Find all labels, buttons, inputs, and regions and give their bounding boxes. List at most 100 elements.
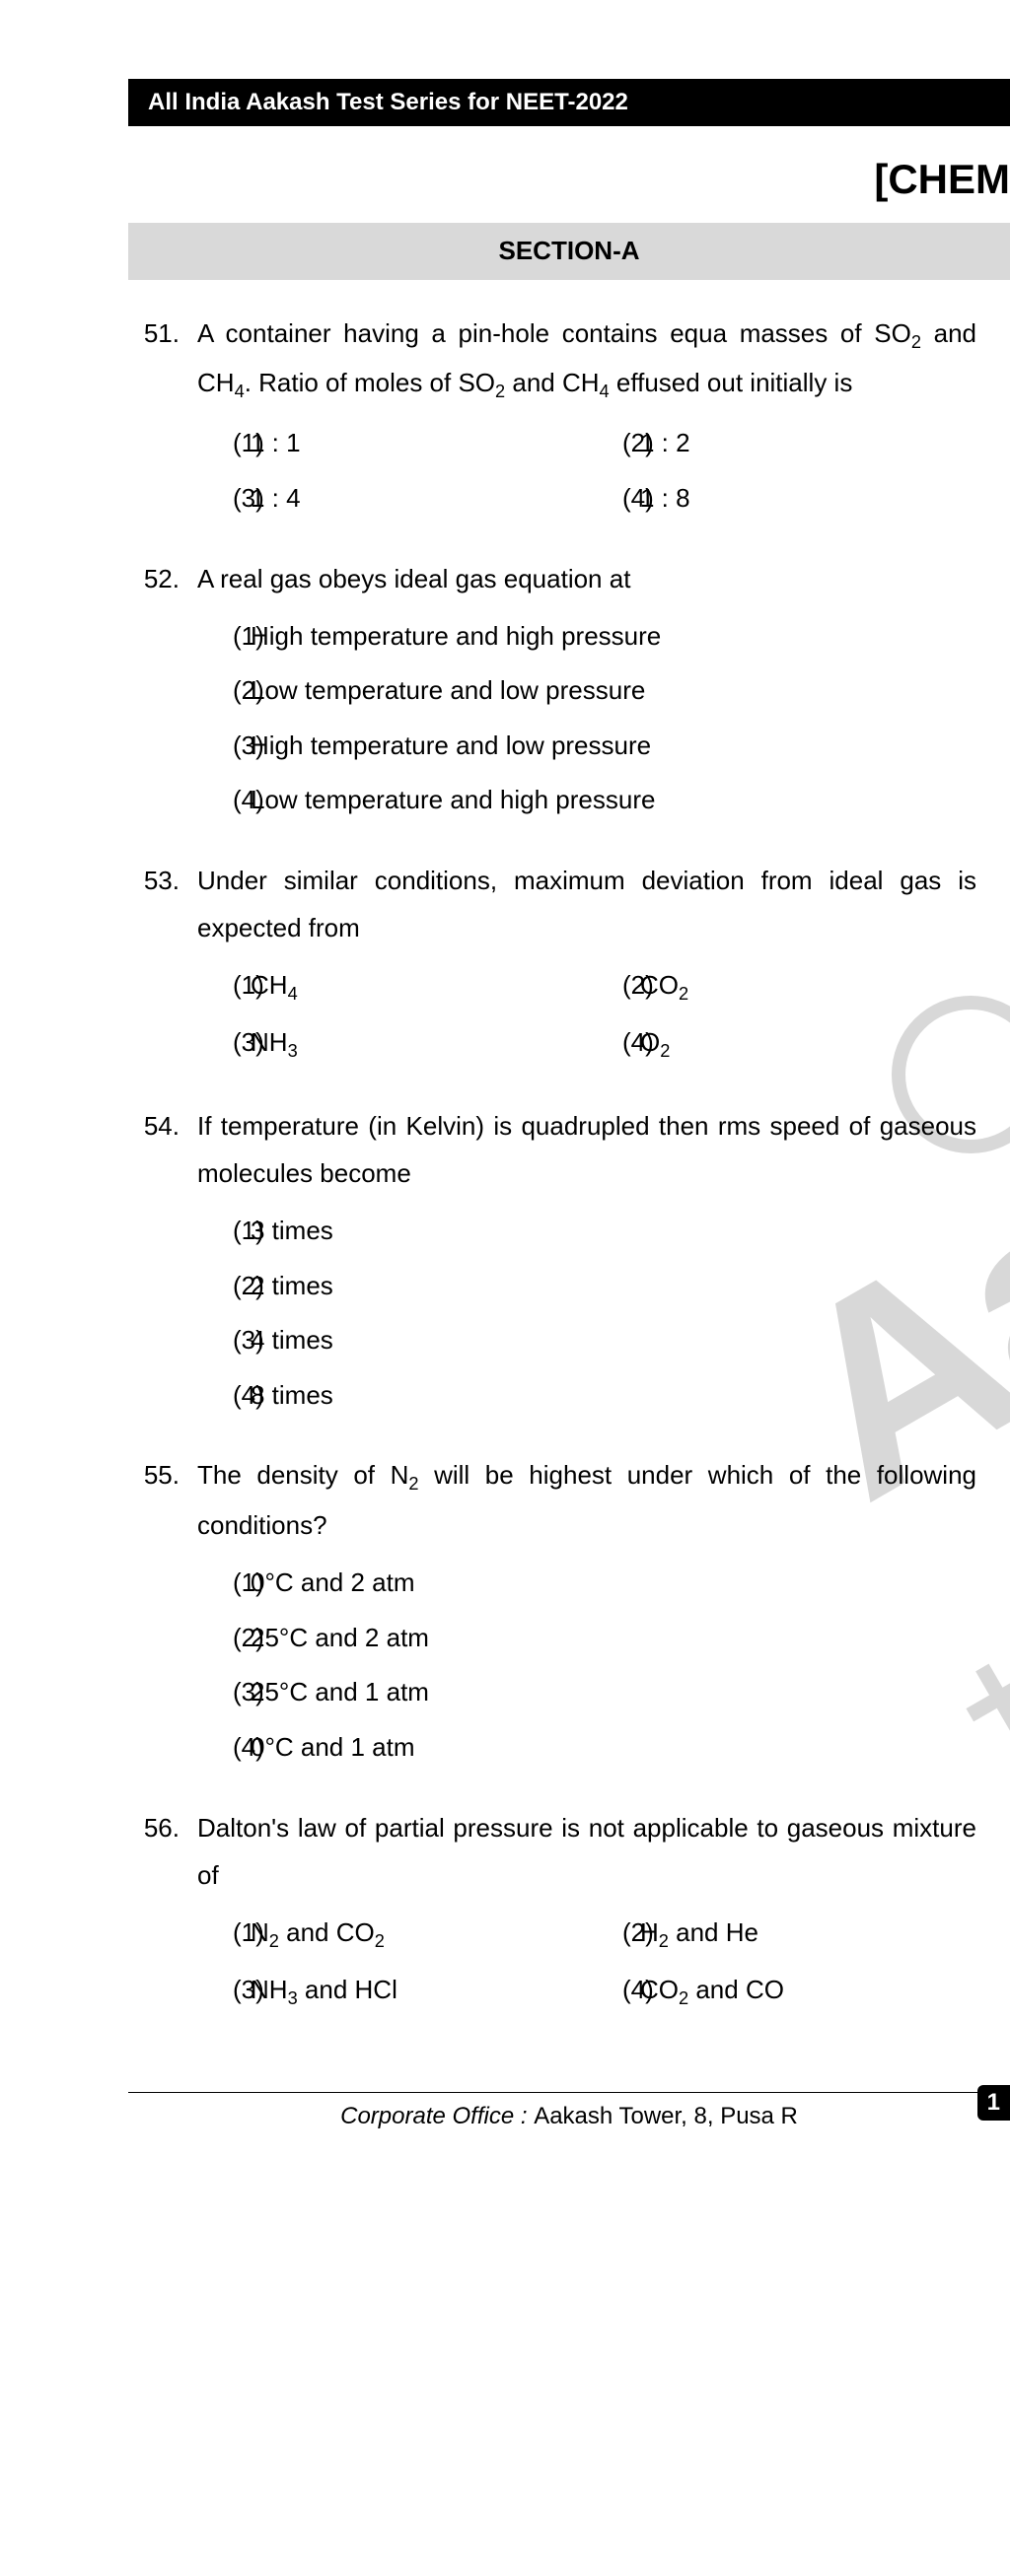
question: 53.Under similar conditions, maximum dev… (128, 857, 976, 1067)
question-number: 54. (128, 1102, 197, 1197)
option-label: (3) (197, 1022, 251, 1066)
question-number: 53. (128, 857, 197, 951)
option: (2)CO2 (587, 965, 976, 1009)
question: 55.The density of N2 will be highest und… (128, 1451, 976, 1768)
option-text: CO2 and CO (640, 1970, 976, 2013)
option: (3)NH3 (197, 1022, 587, 1066)
option: (4)CO2 and CO (587, 1970, 976, 2013)
option-label: (1) (197, 1913, 251, 1956)
option: (4)8 times (197, 1375, 976, 1417)
option: (1)High temperature and high pressure (197, 616, 976, 658)
option-text: 8 times (251, 1375, 976, 1417)
option: (1)1 : 1 (197, 423, 587, 464)
question: 51.A container having a pin-hole contain… (128, 310, 976, 520)
option: (3)1 : 4 (197, 478, 587, 520)
option-label: (1) (197, 965, 251, 1009)
option-text: NH3 and HCl (251, 1970, 587, 2013)
option-text: 0°C and 1 atm (251, 1727, 976, 1769)
options: (1)CH4(2)CO2(3)NH3(4)O2 (128, 965, 976, 1067)
question-number: 56. (128, 1804, 197, 1899)
option-text: High temperature and low pressure (251, 726, 976, 767)
question-text: A real gas obeys ideal gas equation at (197, 555, 976, 602)
option-label: (4) (587, 1022, 640, 1066)
option-label: (2) (587, 423, 640, 464)
page-number: 1 (977, 2085, 1010, 2121)
option: (1)3 times (197, 1211, 976, 1252)
option-label: (1) (197, 1211, 251, 1252)
option-label: (4) (197, 1727, 251, 1769)
options: (1)High temperature and high pressure(2)… (128, 616, 976, 821)
footer-label: Corporate Office : (340, 2103, 534, 2129)
option-row: (3)NH3(4)O2 (197, 1022, 976, 1066)
option: (1)0°C and 2 atm (197, 1563, 976, 1604)
question-number: 55. (128, 1451, 197, 1549)
option-label: (1) (197, 1563, 251, 1604)
options: (1)0°C and 2 atm (2)25°C and 2 atm (3)25°C… (128, 1563, 976, 1768)
option-label: (3) (197, 726, 251, 767)
option-row: (3)1 : 4(4)1 : 8 (197, 478, 976, 520)
option-label: (3) (197, 1970, 251, 2013)
option-text: 1 : 2 (640, 423, 976, 464)
option: (2)2 times (197, 1266, 976, 1307)
option: (3)25°C and 1 atm (197, 1672, 976, 1713)
option-text: High temperature and high pressure (251, 616, 976, 658)
option-text: 25°C and 1 atm (251, 1672, 976, 1713)
option: (3)NH3 and HCl (197, 1970, 587, 2013)
option: (4)0°C and 1 atm (197, 1727, 976, 1769)
option: (1)CH4 (197, 965, 587, 1009)
option: (3)4 times (197, 1320, 976, 1361)
subject-header: [CHEM (128, 126, 1010, 223)
option-label: (4) (587, 478, 640, 520)
question-text: The density of N2 will be highest under … (197, 1451, 976, 1549)
option-label: (2) (587, 965, 640, 1009)
question-text: If temperature (in Kelvin) is quadrupled… (197, 1102, 976, 1197)
question-row: 55.The density of N2 will be highest und… (128, 1451, 976, 1549)
option-row: (3)NH3 and HCl(4)CO2 and CO (197, 1970, 976, 2013)
question: 56.Dalton's law of partial pressure is n… (128, 1804, 976, 2014)
option-text: 25°C and 2 atm (251, 1618, 976, 1659)
question-row: 54.If temperature (in Kelvin) is quadrup… (128, 1102, 976, 1197)
option-text: 0°C and 2 atm (251, 1563, 976, 1604)
option-label: (1) (197, 423, 251, 464)
question-row: 51.A container having a pin-hole contain… (128, 310, 976, 410)
option-text: 1 : 4 (251, 478, 587, 520)
question: 52.A real gas obeys ideal gas equation a… (128, 555, 976, 821)
options: (1)N2 and CO2(2)H2 and He(3)NH3 and HCl(… (128, 1913, 976, 2014)
option: (2)1 : 2 (587, 423, 976, 464)
section-header: SECTION-A (128, 223, 1010, 280)
question-row: 52.A real gas obeys ideal gas equation a… (128, 555, 976, 602)
option: (1)N2 and CO2 (197, 1913, 587, 1956)
option-label: (2) (587, 1913, 640, 1956)
option-label: (2) (197, 670, 251, 712)
page: All India Aakash Test Series for NEET-20… (0, 0, 1010, 2130)
options: (1)1 : 1(2)1 : 2(3)1 : 4(4)1 : 8 (128, 423, 976, 519)
question-text: Under similar conditions, maximum deviat… (197, 857, 976, 951)
option-label: (1) (197, 616, 251, 658)
options: (1)3 times (2)2 times (3)4 times (4)8 times (128, 1211, 976, 1416)
option-label: (3) (197, 478, 251, 520)
option-text: 2 times (251, 1266, 976, 1307)
option-row: (1)1 : 1(2)1 : 2 (197, 423, 976, 464)
option-text: O2 (640, 1022, 976, 1066)
questions-container: 51.A container having a pin-hole contain… (128, 310, 1010, 2014)
option: (4)O2 (587, 1022, 976, 1066)
question-number: 51. (128, 310, 197, 410)
option-row: (1)N2 and CO2(2)H2 and He (197, 1913, 976, 1956)
option-text: N2 and CO2 (251, 1913, 587, 1956)
question: 54.If temperature (in Kelvin) is quadrup… (128, 1102, 976, 1417)
option: (2)Low temperature and low pressure (197, 670, 976, 712)
test-series-header: All India Aakash Test Series for NEET-20… (128, 79, 1010, 126)
option: (2)25°C and 2 atm (197, 1618, 976, 1659)
option-text: 3 times (251, 1211, 976, 1252)
question-row: 56.Dalton's law of partial pressure is n… (128, 1804, 976, 1899)
question-text: A container having a pin-hole contains e… (197, 310, 976, 410)
option-text: 1 : 8 (640, 478, 976, 520)
question-row: 53.Under similar conditions, maximum dev… (128, 857, 976, 951)
footer-address: Aakash Tower, 8, Pusa R (534, 2103, 798, 2129)
option-text: CH4 (251, 965, 587, 1009)
option-label: (4) (197, 780, 251, 821)
question-number: 52. (128, 555, 197, 602)
option-label: (4) (587, 1970, 640, 2013)
option-label: (3) (197, 1320, 251, 1361)
option-text: H2 and He (640, 1913, 976, 1956)
